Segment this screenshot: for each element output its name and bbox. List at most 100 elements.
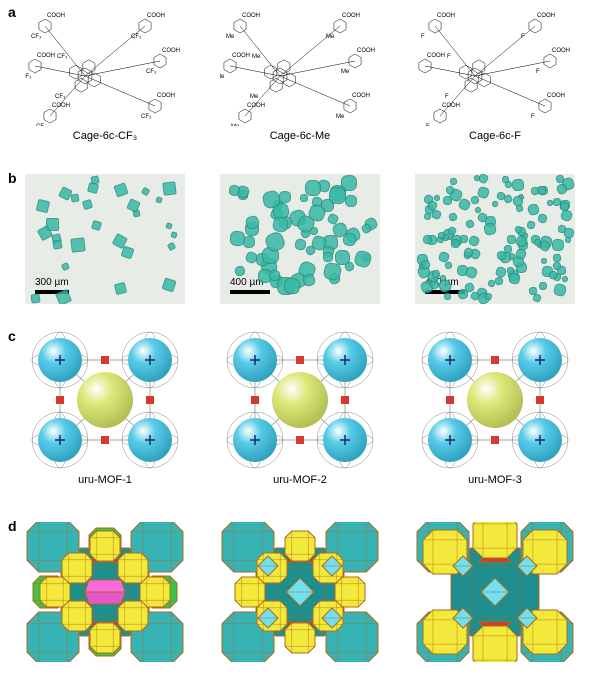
- polyhedra-1: [220, 522, 380, 662]
- svg-text:COOH: COOH: [162, 48, 180, 54]
- panel-label-c: c: [8, 328, 16, 344]
- svg-text:COOH: COOH: [537, 13, 555, 19]
- svg-text:COOH: COOH: [47, 13, 65, 19]
- mof-cell-1: uru-MOF-2: [215, 330, 385, 486]
- svg-text:COOH: COOH: [437, 13, 455, 19]
- crystal: [323, 251, 334, 262]
- svg-text:COOH: COOH: [427, 53, 445, 59]
- mof-structure-2: [415, 330, 575, 470]
- crystal: [553, 253, 562, 262]
- crystal: [460, 235, 468, 243]
- poly-cell-2: [410, 522, 580, 662]
- row-microscopy: 300 µm 400 µm 400 µm: [20, 174, 580, 304]
- svg-text:F: F: [521, 34, 525, 40]
- svg-text:CF₃: CF₃: [55, 94, 66, 100]
- panel-label-d: d: [8, 518, 17, 534]
- crystal: [230, 231, 246, 247]
- crystal: [90, 175, 99, 184]
- struct-cell-1: COOHMeCOOHMeCOOHMeCOOHMeCOOHMeCOOHMeMeMe…: [215, 6, 385, 142]
- crystal: [552, 239, 564, 251]
- svg-text:COOH: COOH: [547, 93, 565, 99]
- poly-cell-1: [215, 522, 385, 662]
- crystal: [335, 250, 350, 265]
- micro-cell-2: 400 µm: [410, 174, 580, 304]
- mof-structure-1: [220, 330, 380, 470]
- svg-text:Me: Me: [252, 54, 261, 60]
- svg-text:Me: Me: [341, 69, 350, 75]
- crystal: [503, 244, 512, 253]
- mof-caption-2: uru-MOF-3: [468, 474, 522, 486]
- polyhedra-0: [25, 522, 185, 662]
- crystal: [450, 239, 459, 248]
- row-mof: uru-MOF-1 uru-MOF-2 uru-MOF-3: [20, 330, 580, 486]
- chem-structure-1: COOHMeCOOHMeCOOHMeCOOHMeCOOHMeCOOHMeMeMe: [220, 6, 380, 126]
- svg-text:COOH: COOH: [147, 13, 165, 19]
- svg-text:COOH: COOH: [242, 13, 260, 19]
- micrograph-1: 400 µm: [220, 174, 380, 304]
- svg-text:COOH: COOH: [342, 13, 360, 19]
- svg-text:F: F: [447, 54, 451, 60]
- crystal: [113, 281, 126, 294]
- struct-caption-0: Cage-6c-CF₃: [73, 130, 137, 142]
- svg-text:F: F: [426, 124, 430, 126]
- crystal: [162, 182, 176, 196]
- crystal: [279, 191, 291, 203]
- crystal: [443, 196, 452, 205]
- svg-text:F: F: [531, 114, 535, 120]
- mof-caption-1: uru-MOF-2: [273, 474, 327, 486]
- svg-text:CF₃: CF₃: [57, 54, 68, 60]
- row-structures: COOHCF₃COOHCF₃COOHCF₃COOHCF₃COOHCF₃COOHC…: [20, 6, 580, 142]
- svg-text:CF₃: CF₃: [25, 74, 32, 80]
- svg-text:Me: Me: [231, 124, 240, 126]
- svg-text:COOH: COOH: [232, 53, 250, 59]
- mof-cell-2: uru-MOF-3: [410, 330, 580, 486]
- crystal: [512, 179, 524, 191]
- svg-text:F: F: [445, 94, 449, 100]
- micro-cell-1: 400 µm: [215, 174, 385, 304]
- struct-cell-0: COOHCF₃COOHCF₃COOHCF₃COOHCF₃COOHCF₃COOHC…: [20, 6, 190, 142]
- struct-cell-2: COOHFCOOHFCOOHFCOOHFCOOHFCOOHFFF Cage-6c…: [410, 6, 580, 142]
- svg-text:COOH: COOH: [352, 93, 370, 99]
- svg-text:COOH: COOH: [247, 103, 265, 109]
- crystal: [70, 193, 79, 202]
- svg-text:COOH: COOH: [157, 93, 175, 99]
- poly-cell-0: [20, 522, 190, 662]
- scale-label-0: 300 µm: [35, 277, 69, 288]
- mof-structure-0: [25, 330, 185, 470]
- svg-text:Me: Me: [220, 74, 225, 80]
- struct-caption-1: Cage-6c-Me: [270, 130, 331, 142]
- micrograph-0: 300 µm: [25, 174, 185, 304]
- crystal: [507, 235, 516, 244]
- chem-structure-0: COOHCF₃COOHCF₃COOHCF₃COOHCF₃COOHCF₃COOHC…: [25, 6, 185, 126]
- svg-text:COOH: COOH: [357, 48, 375, 54]
- svg-text:Me: Me: [226, 34, 235, 40]
- struct-caption-2: Cage-6c-F: [469, 130, 521, 142]
- svg-text:CF₃: CF₃: [36, 124, 47, 126]
- crystal: [531, 186, 540, 195]
- micro-cell-0: 300 µm: [20, 174, 190, 304]
- crystal: [329, 186, 347, 204]
- mof-cell-0: uru-MOF-1: [20, 330, 190, 486]
- svg-text:CF₃: CF₃: [141, 114, 152, 120]
- crystal: [71, 238, 86, 253]
- crystal: [563, 227, 574, 238]
- crystal: [30, 293, 40, 303]
- svg-text:COOH: COOH: [52, 103, 70, 109]
- polyhedra-2: [415, 522, 575, 662]
- svg-text:Me: Me: [336, 114, 345, 120]
- micrograph-2: 400 µm: [415, 174, 575, 304]
- svg-text:Me: Me: [250, 94, 259, 100]
- panel-label-a: a: [8, 4, 16, 20]
- svg-text:CF₃: CF₃: [131, 34, 142, 40]
- svg-text:CF₃: CF₃: [146, 69, 157, 75]
- crystal: [305, 180, 322, 197]
- svg-text:COOH: COOH: [37, 53, 55, 59]
- svg-text:F: F: [421, 34, 425, 40]
- svg-text:COOH: COOH: [442, 103, 460, 109]
- crystal: [283, 277, 300, 294]
- svg-text:COOH: COOH: [552, 48, 570, 54]
- mof-caption-0: uru-MOF-1: [78, 474, 132, 486]
- chem-structure-2: COOHFCOOHFCOOHFCOOHFCOOHFCOOHFFF: [415, 6, 575, 126]
- svg-text:Me: Me: [326, 34, 335, 40]
- svg-text:F: F: [536, 69, 540, 75]
